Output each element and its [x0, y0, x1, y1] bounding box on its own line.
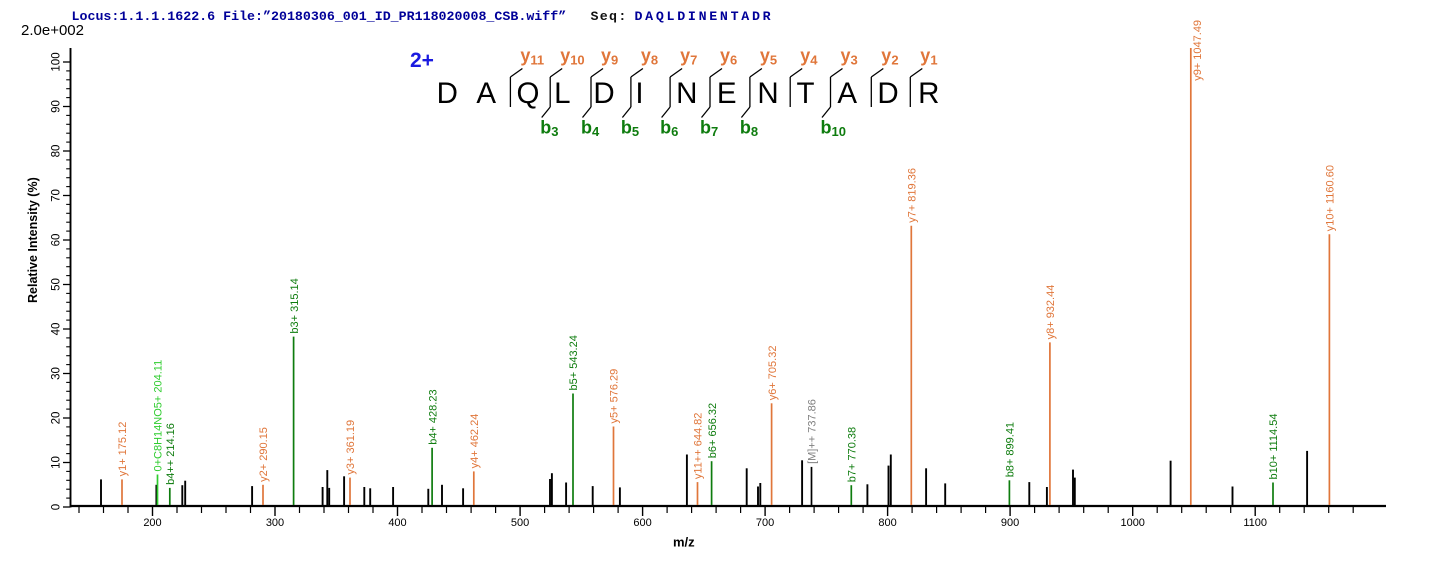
svg-text:b4++ 214.16: b4++ 214.16	[165, 423, 177, 485]
svg-text:b7+ 770.38: b7+ 770.38	[847, 427, 859, 482]
svg-text:y4+ 462.24: y4+ 462.24	[469, 414, 481, 469]
svg-text:y11++ 644.82: y11++ 644.82	[693, 413, 705, 479]
svg-text:300: 300	[266, 517, 284, 529]
svg-text:y8+ 932.44: y8+ 932.44	[1045, 285, 1057, 340]
svg-text:m/z: m/z	[673, 535, 695, 550]
svg-text:Relative Intensity (%): Relative Intensity (%)	[26, 177, 40, 303]
svg-text:b3+ 315.14: b3+ 315.14	[289, 278, 301, 333]
svg-text:D: D	[877, 77, 898, 110]
svg-text:D: D	[593, 77, 614, 110]
svg-text:90: 90	[51, 100, 63, 113]
svg-text:y9+ 1047.49: y9+ 1047.49	[1192, 20, 1204, 81]
svg-text:y6+ 705.32: y6+ 705.32	[767, 346, 779, 401]
svg-text:1000: 1000	[1120, 517, 1144, 529]
svg-text:30: 30	[51, 367, 63, 380]
svg-text:y11: y11	[520, 46, 544, 68]
svg-text:y10: y10	[560, 46, 584, 68]
svg-text:b5+ 543.24: b5+ 543.24	[568, 335, 580, 390]
svg-text:50: 50	[51, 278, 63, 291]
svg-text:E: E	[717, 77, 737, 110]
svg-text:200: 200	[143, 517, 161, 529]
svg-text:y8: y8	[641, 46, 658, 68]
svg-text:800: 800	[878, 517, 896, 529]
svg-text:900: 900	[1001, 517, 1019, 529]
svg-text:Q: Q	[517, 77, 540, 110]
svg-text:R: R	[918, 77, 939, 110]
svg-text:b10: b10	[821, 118, 846, 140]
svg-text:y6: y6	[720, 46, 737, 68]
svg-text:y10+ 1160.60: y10+ 1160.60	[1325, 165, 1337, 231]
svg-text:20: 20	[51, 412, 63, 425]
svg-text:y4: y4	[800, 46, 818, 68]
svg-text:N: N	[676, 77, 697, 110]
svg-text:y5: y5	[760, 46, 777, 68]
svg-text:y5+ 576.29: y5+ 576.29	[609, 369, 621, 424]
svg-text:1100: 1100	[1243, 517, 1267, 529]
svg-text:y2+ 290.15: y2+ 290.15	[258, 427, 270, 482]
svg-text:b7: b7	[700, 118, 718, 140]
svg-text:60: 60	[51, 234, 63, 247]
svg-text:b6+ 656.32: b6+ 656.32	[707, 403, 719, 458]
svg-text:y7+ 819.36: y7+ 819.36	[907, 168, 919, 223]
svg-text:500: 500	[511, 517, 529, 529]
svg-text:y9: y9	[601, 46, 618, 68]
svg-text:80: 80	[51, 145, 63, 158]
svg-text:0: 0	[51, 504, 63, 510]
svg-text:b4: b4	[581, 118, 600, 140]
svg-text:b4+ 428.23: b4+ 428.23	[427, 389, 439, 444]
svg-text:b3: b3	[540, 118, 558, 140]
svg-text:100: 100	[51, 52, 63, 71]
svg-text:b8+ 899.41: b8+ 899.41	[1005, 422, 1017, 477]
svg-text:b6: b6	[660, 118, 678, 140]
svg-text:L: L	[554, 77, 570, 110]
svg-text:A: A	[476, 77, 496, 110]
svg-text:y7: y7	[680, 46, 697, 68]
svg-text:b5: b5	[621, 118, 639, 140]
svg-text:700: 700	[756, 517, 774, 529]
svg-text:y3: y3	[841, 46, 858, 68]
svg-text:I: I	[635, 77, 643, 110]
svg-text:600: 600	[633, 517, 651, 529]
svg-text:10: 10	[51, 456, 63, 469]
svg-text:70: 70	[51, 189, 63, 202]
svg-text:y1: y1	[920, 46, 937, 68]
svg-text:y2: y2	[881, 46, 898, 68]
svg-text:400: 400	[388, 517, 406, 529]
svg-text:2.0e+002: 2.0e+002	[21, 22, 84, 39]
svg-text:y1+ 175.12: y1+ 175.12	[117, 422, 129, 477]
svg-text:D: D	[437, 77, 458, 110]
svg-text:N: N	[757, 77, 778, 110]
svg-text:2+: 2+	[410, 49, 434, 72]
svg-text:0+C8H14NO5+ 204.11: 0+C8H14NO5+ 204.11	[153, 360, 165, 472]
svg-text:40: 40	[51, 323, 63, 336]
svg-text:b8: b8	[740, 118, 758, 140]
svg-text:A: A	[837, 77, 857, 110]
svg-text:y3+ 361.19: y3+ 361.19	[345, 420, 357, 475]
svg-text:Locus:1.1.1.1622.6 File:”20180: Locus:1.1.1.1622.6 File:”20180306_001_ID…	[72, 9, 774, 24]
svg-text:T: T	[796, 77, 814, 110]
svg-text:[M]++ 737.86: [M]++ 737.86	[807, 399, 819, 464]
svg-text:b10+ 1114.54: b10+ 1114.54	[1268, 414, 1280, 480]
